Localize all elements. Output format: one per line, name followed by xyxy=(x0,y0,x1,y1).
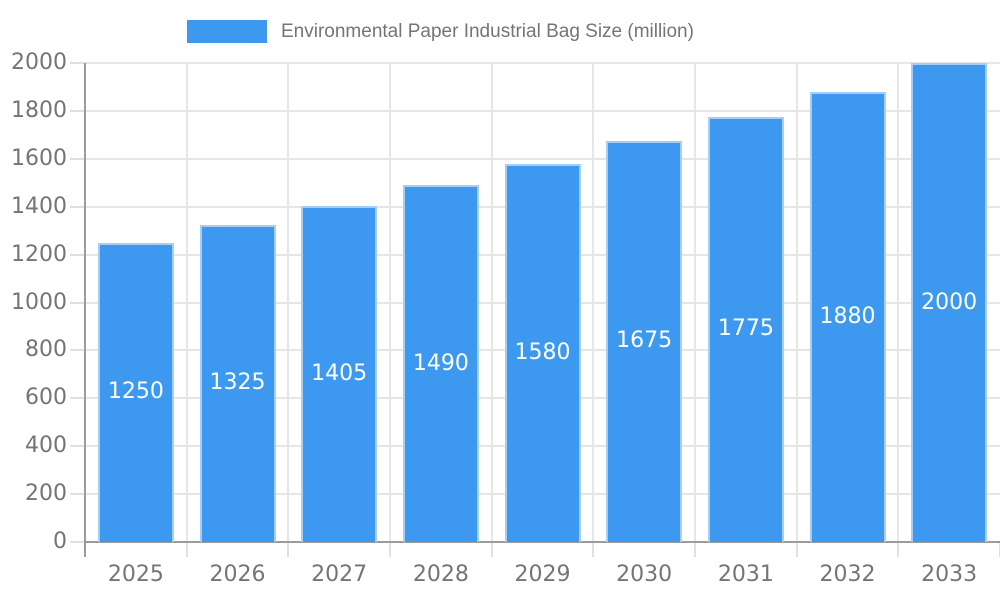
bar-2032[interactable] xyxy=(809,91,886,542)
y-axis-label-0: 0 xyxy=(53,529,67,554)
x-axis-label-2033: 2033 xyxy=(921,562,978,587)
bar-label-2031: 1775 xyxy=(717,316,774,342)
x-axis-label-2030: 2030 xyxy=(616,562,673,587)
y-tick-1600 xyxy=(70,157,85,160)
bar-label-2027: 1405 xyxy=(311,360,368,386)
bar-label-2028: 1490 xyxy=(412,350,469,376)
y-tick-1000 xyxy=(70,301,85,304)
y-axis-label-800: 800 xyxy=(25,337,67,363)
x-axis-label-2026: 2026 xyxy=(209,562,266,587)
x-axis-label-2031: 2031 xyxy=(717,562,774,587)
y-tick-1400 xyxy=(70,205,85,208)
legend-item[interactable]: Environmental Paper Industrial Bag Size … xyxy=(187,18,694,45)
y-axis-label-2000: 2000 xyxy=(11,50,67,75)
bar-label-2033: 2000 xyxy=(921,289,978,315)
bar-2033[interactable] xyxy=(911,63,988,542)
y-axis-line xyxy=(84,63,86,557)
x-axis-label-2029: 2029 xyxy=(514,562,571,587)
bar-2025[interactable] xyxy=(97,242,174,542)
bar-label-2030: 1675 xyxy=(616,328,673,354)
x-tick-8 xyxy=(897,542,900,557)
y-axis-label-200: 200 xyxy=(25,481,67,507)
bar-2029[interactable] xyxy=(504,163,581,542)
y-tick-200 xyxy=(70,493,85,496)
gridline-y-1800 xyxy=(85,109,1000,112)
y-axis-label-1400: 1400 xyxy=(11,193,67,219)
y-axis-label-600: 600 xyxy=(25,385,67,411)
x-axis-label-2027: 2027 xyxy=(311,562,368,587)
y-tick-0 xyxy=(70,541,85,543)
x-tick-4 xyxy=(490,542,493,557)
x-tick-2 xyxy=(287,542,290,557)
x-tick-3 xyxy=(389,542,391,557)
bar-label-2026: 1325 xyxy=(209,370,266,396)
x-axis-line xyxy=(85,541,1000,543)
y-tick-600 xyxy=(70,397,85,400)
bar-2027[interactable] xyxy=(301,205,378,542)
y-axis-label-1200: 1200 xyxy=(11,241,67,267)
y-tick-800 xyxy=(70,349,85,352)
y-tick-1800 xyxy=(70,109,85,112)
y-axis-label-400: 400 xyxy=(25,433,67,459)
bar-2028[interactable] xyxy=(402,185,479,542)
x-axis-label-2028: 2028 xyxy=(412,562,469,587)
bar-2026[interactable] xyxy=(199,224,276,542)
y-axis-label-1000: 1000 xyxy=(11,289,67,315)
bar-2030[interactable] xyxy=(606,140,683,542)
y-axis-label-1800: 1800 xyxy=(11,97,67,123)
x-tick-1 xyxy=(185,542,188,557)
bar-label-2029: 1580 xyxy=(514,339,571,365)
bar-label-2032: 1880 xyxy=(819,303,876,329)
gridline-y-1600 xyxy=(85,157,1000,160)
x-tick-7 xyxy=(795,542,798,557)
x-tick-5 xyxy=(592,542,595,557)
y-tick-1200 xyxy=(70,253,85,256)
x-tick-6 xyxy=(694,542,696,557)
legend-swatch xyxy=(187,20,267,43)
legend-label: Environmental Paper Industrial Bag Size … xyxy=(281,20,694,42)
bar-label-2025: 1250 xyxy=(107,379,164,405)
x-axis-label-2025: 2025 xyxy=(107,562,164,587)
x-axis-label-2032: 2032 xyxy=(819,562,876,587)
y-axis-label-1600: 1600 xyxy=(11,145,67,171)
y-tick-2000 xyxy=(70,62,85,64)
bar-2031[interactable] xyxy=(707,116,784,542)
y-tick-400 xyxy=(70,445,85,448)
gridline-y-2000 xyxy=(85,62,1000,64)
